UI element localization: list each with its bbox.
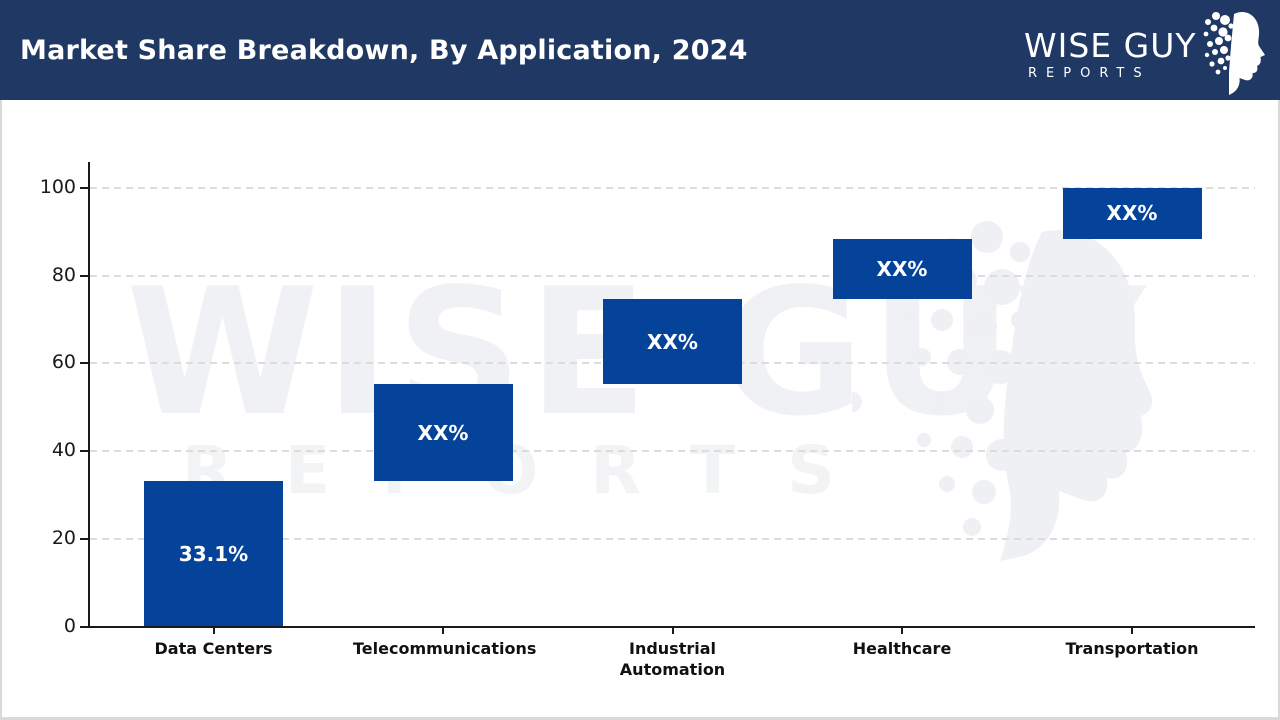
x-tick-label-telecommunications: Telecommunications	[353, 639, 537, 658]
logo-subtext: REPORTS	[1028, 66, 1151, 81]
y-tick-label-0: 0	[63, 614, 76, 637]
bar-value-label-healthcare: XX%	[876, 256, 928, 281]
logo-wordmark: WISE GUY	[1024, 26, 1197, 65]
x-tick-label-data-centers: Data Centers	[154, 639, 273, 658]
y-tick-mark-20	[80, 537, 88, 540]
y-tick-label-20: 20	[51, 526, 76, 549]
y-tick-mark-0	[80, 625, 88, 628]
y-tick-label-100: 100	[39, 176, 76, 198]
bar-value-label-telecommunications: XX%	[417, 420, 469, 445]
bar-data-centers	[144, 481, 283, 627]
x-tick-label-healthcare: Healthcare	[852, 639, 952, 658]
plot-area: 0 20 40 60 80 100 33.1% Data Centers XX% Telecomm…	[2, 100, 1278, 717]
bar-value-label-data-centers: 33.1%	[178, 542, 249, 567]
y-tick-label-60: 60	[51, 351, 76, 374]
y-tick-mark-60	[80, 362, 88, 365]
x-tick-mark-telecommunications	[442, 628, 444, 634]
watermark-head-icon	[852, 221, 1153, 561]
gridline-20	[90, 537, 1255, 540]
x-axis-spine	[88, 626, 1255, 628]
bar-healthcare	[832, 238, 972, 299]
y-tick-mark-80	[80, 274, 88, 277]
gridline-100	[90, 187, 1255, 189]
bar-value-label-transportation: XX%	[1106, 201, 1158, 226]
y-tick-label-80: 80	[51, 263, 76, 286]
bar-transportation	[1062, 188, 1202, 239]
x-tick-label-transportation: Transportation	[1065, 639, 1199, 658]
x-tick-mark-industrial-automation	[671, 628, 674, 634]
y-tick-label-40: 40	[51, 439, 76, 462]
header-bar: Market Share Breakdown, By Application, …	[0, 0, 1280, 100]
gridline-80	[90, 274, 1255, 277]
bar-value-label-industrial-automation: XX%	[647, 329, 698, 354]
bar-industrial-automation	[603, 298, 742, 385]
page-title: Market Share Breakdown, By Application, …	[20, 34, 748, 66]
x-tick-label-industrial-automation: Industrial Automation	[619, 639, 726, 679]
x-tick-mark-data-centers	[212, 628, 215, 634]
wise-guy-logo: WISE GUY REPORTS	[1022, 6, 1272, 96]
y-tick-mark-100	[80, 187, 88, 189]
wise-guy-head-icon	[1203, 11, 1265, 96]
y-tick-mark-40	[80, 450, 88, 453]
bar-telecommunications	[373, 384, 513, 482]
gridline-40	[90, 450, 1255, 453]
y-axis-spine	[88, 162, 90, 628]
x-tick-mark-transportation	[1131, 628, 1133, 634]
x-tick-mark-healthcare	[901, 628, 903, 634]
chart-canvas: WISE GUY REPORTS 0 20 40 60 80 100 33.1% Data C…	[0, 100, 1280, 717]
